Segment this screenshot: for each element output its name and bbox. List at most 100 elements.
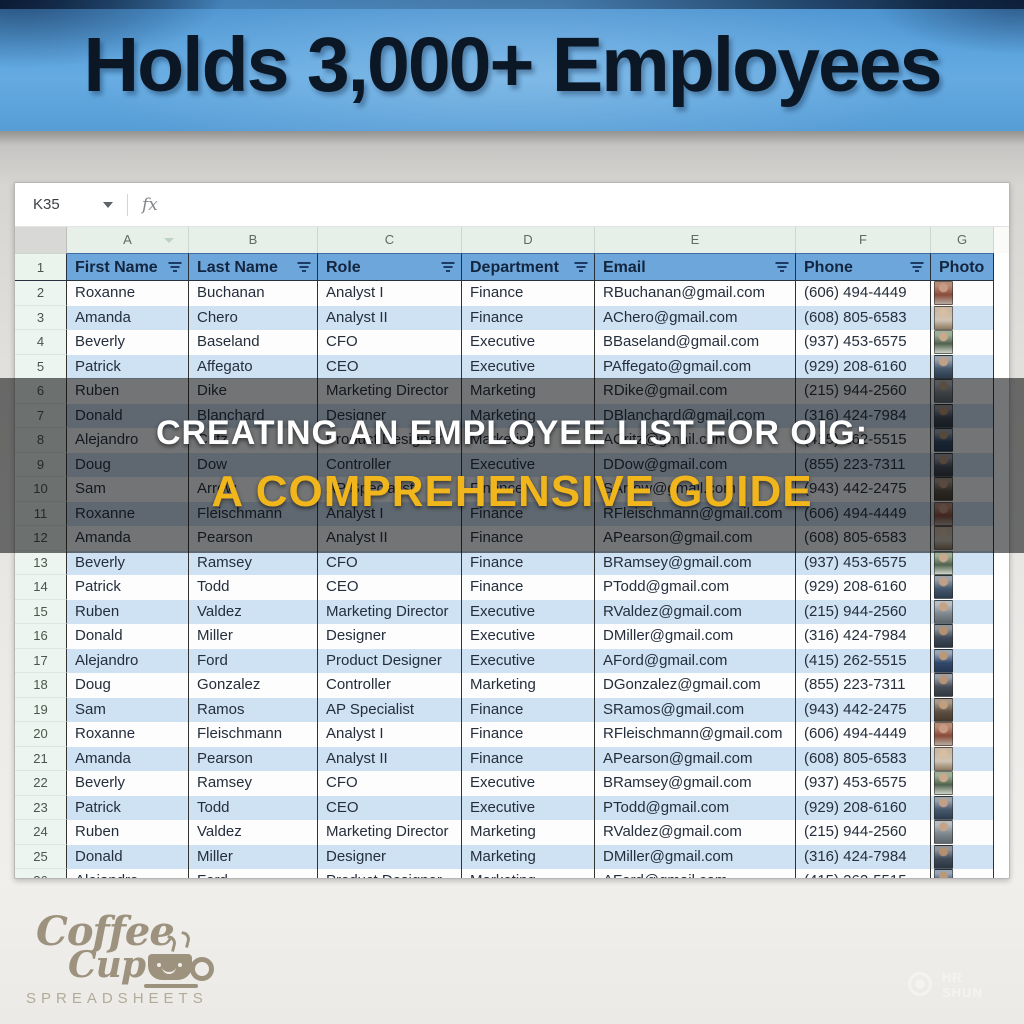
row-number[interactable]: 2 bbox=[15, 281, 67, 306]
row-number[interactable]: 5 bbox=[15, 354, 67, 379]
cell[interactable]: (316) 424-7984 bbox=[796, 844, 931, 869]
cell[interactable]: Beverly bbox=[67, 550, 189, 575]
photo-cell[interactable] bbox=[931, 746, 994, 771]
cell[interactable]: Miller bbox=[189, 624, 318, 649]
cell[interactable]: (929) 208-6160 bbox=[796, 354, 931, 379]
photo-cell[interactable] bbox=[931, 697, 994, 722]
cell[interactable]: APearson@gmail.com bbox=[595, 746, 796, 771]
cell[interactable]: Beverly bbox=[67, 330, 189, 355]
cell[interactable]: (608) 805-6583 bbox=[796, 305, 931, 330]
cell[interactable]: Fleischmann bbox=[189, 722, 318, 747]
column-dropdown-icon[interactable] bbox=[164, 238, 174, 243]
cell[interactable]: (215) 944-2560 bbox=[796, 820, 931, 845]
cell[interactable]: DGonzalez@gmail.com bbox=[595, 673, 796, 698]
cell[interactable]: (415) 262-5515 bbox=[796, 648, 931, 673]
cell[interactable]: Donald bbox=[67, 844, 189, 869]
cell[interactable]: Product Designer bbox=[318, 648, 462, 673]
filter-icon[interactable] bbox=[297, 261, 311, 273]
column-letter-b[interactable]: B bbox=[189, 227, 318, 253]
cell[interactable]: Marketing bbox=[462, 869, 595, 878]
cell[interactable]: (606) 494-4449 bbox=[796, 722, 931, 747]
cell[interactable]: Gonzalez bbox=[189, 673, 318, 698]
cell[interactable]: (316) 424-7984 bbox=[796, 624, 931, 649]
cell[interactable]: Finance bbox=[462, 575, 595, 600]
cell[interactable]: Marketing bbox=[462, 844, 595, 869]
cell[interactable]: Analyst I bbox=[318, 722, 462, 747]
cell[interactable]: (937) 453-6575 bbox=[796, 771, 931, 796]
photo-cell[interactable] bbox=[931, 648, 994, 673]
cell[interactable]: Marketing Director bbox=[318, 599, 462, 624]
fx-icon[interactable]: fx bbox=[142, 194, 158, 215]
row-number[interactable]: 18 bbox=[15, 673, 67, 698]
cell[interactable]: Valdez bbox=[189, 820, 318, 845]
cell[interactable]: CFO bbox=[318, 771, 462, 796]
cell[interactable]: Finance bbox=[462, 722, 595, 747]
photo-cell[interactable] bbox=[931, 599, 994, 624]
photo-cell[interactable] bbox=[931, 354, 994, 379]
cell[interactable]: CEO bbox=[318, 575, 462, 600]
cell[interactable]: Ford bbox=[189, 648, 318, 673]
cell[interactable]: CEO bbox=[318, 354, 462, 379]
header-cell-department[interactable]: Department bbox=[462, 253, 595, 281]
cell[interactable]: (943) 442-2475 bbox=[796, 697, 931, 722]
photo-cell[interactable] bbox=[931, 550, 994, 575]
cell[interactable]: DMiller@gmail.com bbox=[595, 844, 796, 869]
photo-cell[interactable] bbox=[931, 281, 994, 306]
photo-cell[interactable] bbox=[931, 844, 994, 869]
cell[interactable]: Marketing bbox=[462, 820, 595, 845]
cell[interactable]: Ramsey bbox=[189, 550, 318, 575]
header-cell-email[interactable]: Email bbox=[595, 253, 796, 281]
filter-icon[interactable] bbox=[168, 261, 182, 273]
column-letter-c[interactable]: C bbox=[318, 227, 462, 253]
cell[interactable]: Baseland bbox=[189, 330, 318, 355]
cell[interactable]: Finance bbox=[462, 305, 595, 330]
cell[interactable]: RFleischmann@gmail.com bbox=[595, 722, 796, 747]
cell[interactable]: Ruben bbox=[67, 599, 189, 624]
cell[interactable]: Executive bbox=[462, 624, 595, 649]
row-number[interactable]: 20 bbox=[15, 722, 67, 747]
photo-cell[interactable] bbox=[931, 673, 994, 698]
cell[interactable]: CFO bbox=[318, 330, 462, 355]
cell[interactable]: CFO bbox=[318, 550, 462, 575]
name-box-dropdown-icon[interactable] bbox=[103, 201, 113, 208]
cell[interactable]: Patrick bbox=[67, 795, 189, 820]
row-number[interactable]: 23 bbox=[15, 795, 67, 820]
cell[interactable]: Designer bbox=[318, 624, 462, 649]
column-letter-g[interactable]: G bbox=[931, 227, 994, 253]
column-letter-a[interactable]: A bbox=[67, 227, 189, 253]
cell[interactable]: Finance bbox=[462, 746, 595, 771]
cell[interactable]: Ruben bbox=[67, 820, 189, 845]
cell[interactable]: Ramsey bbox=[189, 771, 318, 796]
cell[interactable]: Amanda bbox=[67, 305, 189, 330]
row-number[interactable]: 14 bbox=[15, 575, 67, 600]
row-number[interactable]: 25 bbox=[15, 844, 67, 869]
header-cell-last-name[interactable]: Last Name bbox=[189, 253, 318, 281]
cell[interactable]: (855) 223-7311 bbox=[796, 673, 931, 698]
filter-icon[interactable] bbox=[910, 261, 924, 273]
cell[interactable]: Valdez bbox=[189, 599, 318, 624]
photo-cell[interactable] bbox=[931, 330, 994, 355]
row-number[interactable]: 22 bbox=[15, 771, 67, 796]
select-all-corner[interactable] bbox=[15, 227, 67, 253]
cell[interactable]: Analyst II bbox=[318, 305, 462, 330]
cell[interactable]: (215) 944-2560 bbox=[796, 599, 931, 624]
photo-cell[interactable] bbox=[931, 575, 994, 600]
row-number[interactable]: 4 bbox=[15, 330, 67, 355]
photo-cell[interactable] bbox=[931, 624, 994, 649]
row-number[interactable]: 1 bbox=[15, 253, 67, 281]
cell[interactable]: PTodd@gmail.com bbox=[595, 795, 796, 820]
cell[interactable]: Finance bbox=[462, 697, 595, 722]
cell[interactable]: BRamsey@gmail.com bbox=[595, 550, 796, 575]
cell[interactable]: Chero bbox=[189, 305, 318, 330]
cell[interactable]: Marketing bbox=[462, 673, 595, 698]
photo-cell[interactable] bbox=[931, 820, 994, 845]
row-number[interactable]: 26 bbox=[15, 869, 67, 878]
cell[interactable]: Finance bbox=[462, 281, 595, 306]
cell[interactable]: RBuchanan@gmail.com bbox=[595, 281, 796, 306]
cell[interactable]: Executive bbox=[462, 354, 595, 379]
cell[interactable]: Doug bbox=[67, 673, 189, 698]
cell[interactable]: Executive bbox=[462, 599, 595, 624]
cell[interactable]: Affegato bbox=[189, 354, 318, 379]
filter-icon[interactable] bbox=[775, 261, 789, 273]
cell[interactable]: BBaseland@gmail.com bbox=[595, 330, 796, 355]
